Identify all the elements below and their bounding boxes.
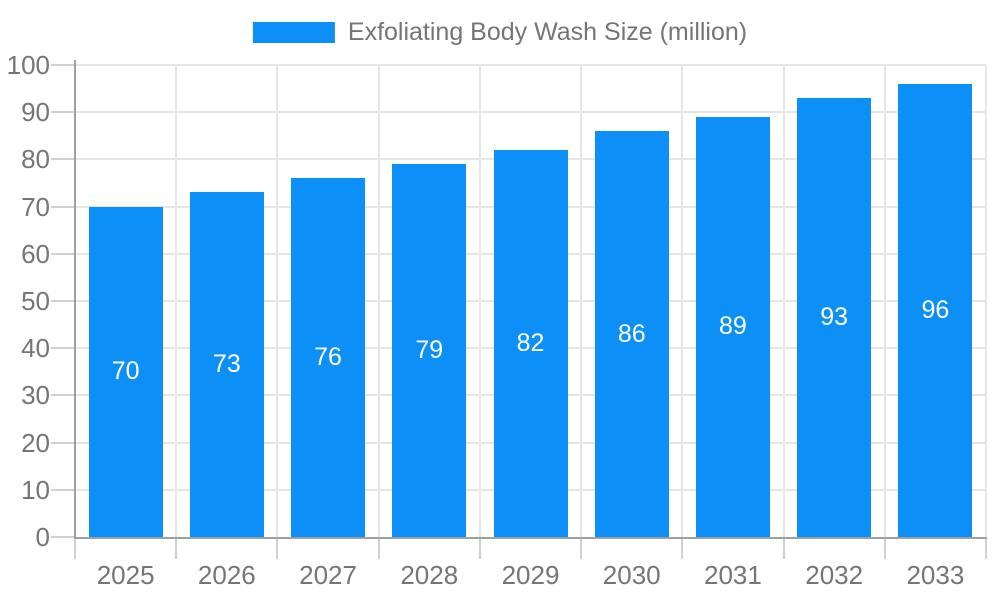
x-tick [883, 539, 886, 559]
bar-value-label: 73 [212, 350, 241, 379]
bar-value-label: 86 [617, 319, 646, 348]
y-axis-tick-label: 80 [21, 144, 50, 175]
bar-value-label: 96 [921, 295, 950, 324]
y-tick [51, 347, 75, 350]
x-axis-tick-label: 2030 [602, 560, 661, 590]
bar-2026[interactable]: 73 [189, 192, 264, 537]
bar-value-label: 70 [111, 357, 140, 386]
bar-value-label: 82 [516, 328, 545, 357]
y-axis-tick-label: 0 [35, 522, 50, 552]
bar-2027[interactable]: 76 [291, 178, 366, 537]
y-tick [51, 394, 75, 397]
y-axis-tick-label: 90 [21, 97, 50, 128]
bar-2032[interactable]: 93 [797, 98, 872, 537]
y-tick [51, 536, 75, 538]
x-axis-tick-label: 2027 [299, 560, 357, 590]
x-axis-tick-label: 2026 [197, 560, 256, 590]
y-axis-tick-label: 10 [21, 474, 50, 505]
x-tick [175, 539, 178, 559]
y-axis-tick-label: 30 [21, 380, 50, 411]
x-tick [580, 539, 583, 559]
y-tick [51, 252, 75, 255]
y-tick [51, 441, 75, 444]
x-axis-tick-label: 2032 [805, 560, 864, 590]
y-tick [51, 205, 75, 208]
x-axis-tick-label: 2033 [906, 560, 965, 590]
v-gridline [883, 65, 886, 537]
v-gridline [377, 65, 380, 537]
y-axis-tick-label: 50 [21, 286, 50, 316]
v-gridline [985, 65, 987, 537]
y-tick [51, 111, 75, 114]
bar-value-label: 76 [314, 343, 342, 372]
x-tick [276, 539, 279, 559]
y-axis-tick-label: 20 [21, 427, 50, 458]
y-tick [51, 64, 75, 66]
x-tick [74, 539, 76, 559]
y-axis-line [74, 60, 76, 538]
y-axis-tick-label: 40 [21, 333, 50, 364]
bar-value-label: 93 [820, 303, 849, 332]
legend-swatch [252, 22, 335, 43]
plot-area: 70 73 76 79 82 86 89 93 96 [75, 64, 987, 537]
bar-2033[interactable]: 96 [898, 83, 973, 537]
bar-value-label: 79 [415, 336, 444, 365]
bar-2030[interactable]: 86 [594, 131, 669, 537]
x-axis-tick-label: 2025 [96, 560, 155, 590]
y-tick [51, 488, 75, 491]
y-axis-tick-label: 100 [6, 50, 50, 80]
bar-2031[interactable]: 89 [695, 116, 770, 537]
v-gridline [782, 65, 785, 537]
h-gridline [75, 111, 986, 114]
v-gridline [580, 65, 583, 537]
bar-value-label: 89 [719, 312, 747, 341]
bar-2025[interactable]: 70 [88, 206, 163, 537]
y-axis-tick-label: 60 [21, 238, 50, 269]
x-axis-tick-label: 2031 [704, 560, 762, 590]
legend-label: Exfoliating Body Wash Size (million) [347, 18, 748, 46]
x-tick [681, 539, 684, 559]
y-axis-tick-label: 70 [21, 191, 50, 222]
x-tick [478, 539, 481, 559]
v-gridline [478, 65, 481, 537]
x-axis-tick-label: 2029 [501, 560, 560, 590]
x-axis-line [74, 537, 987, 539]
x-axis-tick-label: 2028 [400, 560, 459, 590]
v-gridline [276, 65, 279, 537]
y-tick [51, 300, 75, 302]
chart-legend: Exfoliating Body Wash Size (million) [252, 18, 748, 47]
x-tick [377, 539, 380, 559]
bar-2028[interactable]: 79 [392, 164, 467, 537]
v-gridline [175, 65, 178, 537]
x-tick [985, 539, 987, 559]
x-tick [782, 539, 785, 559]
v-gridline [681, 65, 684, 537]
h-gridline [75, 64, 986, 66]
y-tick [51, 158, 75, 161]
bar-2029[interactable]: 82 [493, 149, 568, 537]
